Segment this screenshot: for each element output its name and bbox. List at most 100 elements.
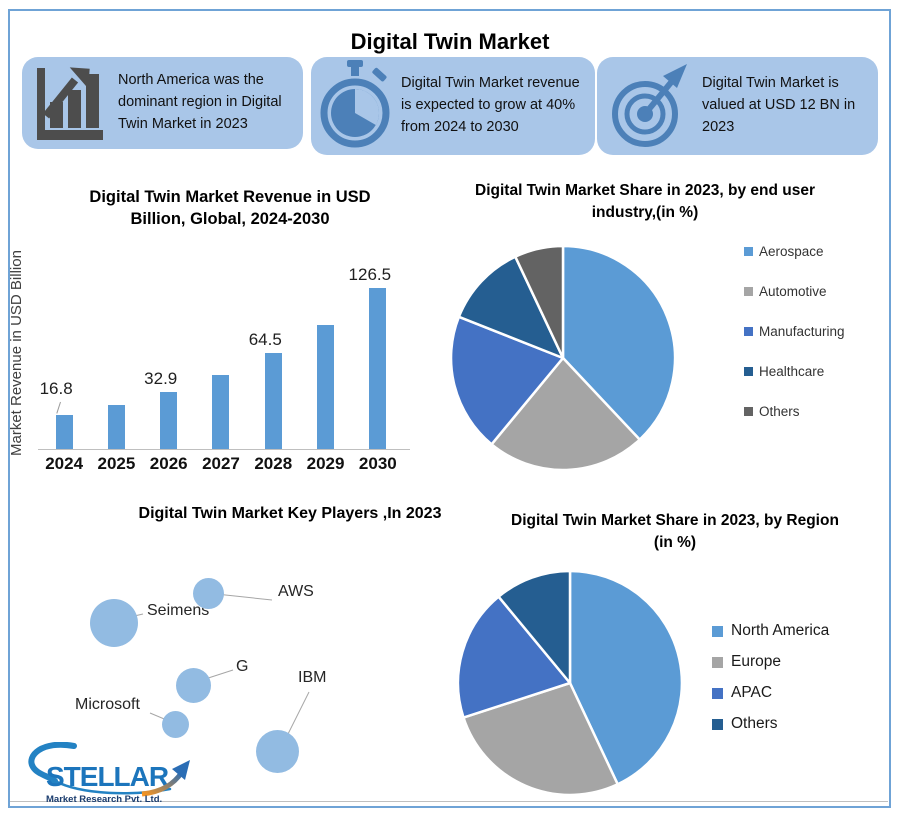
bubble-label-g: G: [236, 658, 249, 675]
bubble-aws: [192, 577, 224, 609]
legend-label-manufacturing: Manufacturing: [759, 324, 845, 339]
legend-swatch-manufacturing: [744, 327, 753, 336]
legend-item-manufacturing: Manufacturing: [744, 324, 845, 339]
bar-chart-icon: [22, 66, 118, 140]
bubble-label-seimens: Seimens: [147, 602, 210, 619]
legend-label-north-america: North America: [731, 622, 830, 639]
logo-wordmark: STELLAR: [46, 761, 169, 792]
bar-2029: [317, 325, 335, 449]
legend-swatch-healthcare: [744, 367, 753, 376]
legend-label-aerospace: Aerospace: [759, 244, 824, 259]
highlight-text-value: Digital Twin Market is valued at USD 12 …: [702, 75, 856, 135]
logo-swoosh: [28, 741, 77, 784]
legend-item-aerospace: Aerospace: [744, 244, 845, 259]
bar-cell-2027: [195, 375, 247, 449]
industry-pie-legend: Aerospace Automotive Manufacturing Healthca…: [744, 244, 845, 444]
legend-label-apac: APAC: [731, 684, 773, 701]
page-title: Digital Twin Market: [350, 28, 550, 54]
bar-2027: [212, 375, 230, 449]
legend-label-others: Others: [759, 404, 800, 419]
x-tick-2025: 2025: [97, 454, 136, 473]
bar-cell-2028: 64.5: [247, 330, 299, 449]
pie-slice-others: [514, 244, 565, 360]
region-pie-chart: [456, 569, 684, 797]
bar-cell-2025: [90, 405, 142, 449]
legend-item-apac: APAC: [712, 684, 829, 702]
legend-swatch-others: [712, 718, 723, 730]
key-players-title: Digital Twin Market Key Players ,In 2023: [138, 505, 442, 522]
bar-2026: [160, 392, 178, 449]
legend-label-others: Others: [731, 715, 778, 732]
bubble-microsoft: [161, 710, 189, 738]
bar-value-label-2026: 32.9: [144, 369, 178, 388]
bar-value-label-2028: 64.5: [248, 330, 282, 349]
bar-2025: [107, 405, 125, 449]
industry-pie-chart: [449, 244, 677, 472]
legend-swatch-others: [744, 407, 753, 416]
bar-2024: [55, 415, 73, 449]
legend-swatch-europe: [712, 656, 723, 668]
legend-label-europe: Europe: [731, 653, 781, 670]
highlight-box-growth: Digital Twin Market revenue is expected …: [311, 57, 595, 155]
leader-line-aws: [215, 593, 273, 601]
x-tick-2024: 2024: [45, 454, 84, 473]
logo-arrow-head: [172, 760, 190, 780]
legend-item-others: Others: [712, 715, 829, 733]
legend-swatch-apac: [712, 687, 723, 699]
bar-value-label-2024: 16.8: [39, 379, 73, 398]
stellar-logo: STELLAR Market Research Pvt. Ltd.: [22, 741, 202, 806]
bar-cell-2024: 16.8: [38, 379, 90, 449]
legend-swatch-automotive: [744, 287, 753, 296]
x-axis-line: [38, 449, 410, 450]
bar-chart-y-axis-label: Market Revenue in USD Billion: [8, 250, 25, 456]
region-pie-legend: North America Europe APAC Others: [712, 622, 829, 746]
highlight-text-region: North America was the dominant region in…: [118, 72, 282, 132]
bar-2028: [264, 353, 282, 449]
highlight-box-value: Digital Twin Market is valued at USD 12 …: [597, 57, 878, 155]
bar-chart-x-axis-labels: 2024 2025 2026 2027 2028 2029 2030: [38, 454, 404, 474]
x-tick-2028: 2028: [254, 454, 293, 473]
bar-cell-2026: 32.9: [143, 369, 195, 449]
legend-label-healthcare: Healthcare: [759, 364, 825, 379]
bar-2030: [369, 288, 387, 449]
bar-value-label-2030: 126.5: [348, 265, 392, 284]
bottom-divider-line: [10, 801, 888, 802]
bubble-label-ibm: IBM: [298, 669, 327, 686]
highlight-box-region: North America was the dominant region in…: [22, 57, 303, 149]
legend-item-healthcare: Healthcare: [744, 364, 845, 379]
pie-slice-automotive: [490, 356, 641, 472]
industry-pie-title: Digital Twin Market Share in 2023, by en…: [475, 182, 815, 221]
pie-slice-apac: [456, 595, 572, 719]
legend-item-automotive: Automotive: [744, 284, 845, 299]
bar-chart-title: Digital Twin Market Revenue in USD Billi…: [89, 188, 371, 228]
bar-cell-2030: 126.5: [348, 265, 404, 449]
pie-slice-aerospace: [561, 244, 677, 441]
pie-slice-others: [497, 569, 572, 685]
target-icon: [597, 64, 702, 148]
bubble-label-microsoft: Microsoft: [75, 696, 140, 713]
legend-swatch-aerospace: [744, 247, 753, 256]
legend-item-others: Others: [744, 404, 845, 419]
key-players-bubble-chart: Seimens AWS G Microsoft IBM: [0, 490, 460, 816]
logo-subtitle: Market Research Pvt. Ltd.: [46, 794, 162, 805]
bubble-ibm: [255, 729, 299, 773]
x-tick-2026: 2026: [149, 454, 188, 473]
pie-slice-europe: [462, 681, 619, 797]
highlight-text-growth: Digital Twin Market revenue is expected …: [401, 75, 580, 135]
legend-item-north-america: North America: [712, 622, 829, 640]
bubble-label-aws: AWS: [278, 583, 314, 600]
legend-label-automotive: Automotive: [759, 284, 827, 299]
bubble-g: [175, 667, 211, 703]
pie-slice-manufacturing: [449, 315, 565, 446]
bar-chart-plot-area: 16.8 32.9 64.5 126.5: [38, 259, 404, 449]
pie-slice-north-america: [568, 569, 684, 786]
legend-swatch-north-america: [712, 625, 723, 637]
bubble-seimens: [90, 599, 138, 647]
pie-slice-healthcare: [457, 255, 565, 360]
bar-label-leader-line: [55, 401, 61, 414]
stopwatch-icon: [311, 60, 401, 152]
x-tick-2027: 2027: [202, 454, 240, 473]
legend-item-europe: Europe: [712, 653, 829, 671]
x-tick-2029: 2029: [306, 454, 345, 473]
bar-cell-2029: [299, 325, 351, 449]
